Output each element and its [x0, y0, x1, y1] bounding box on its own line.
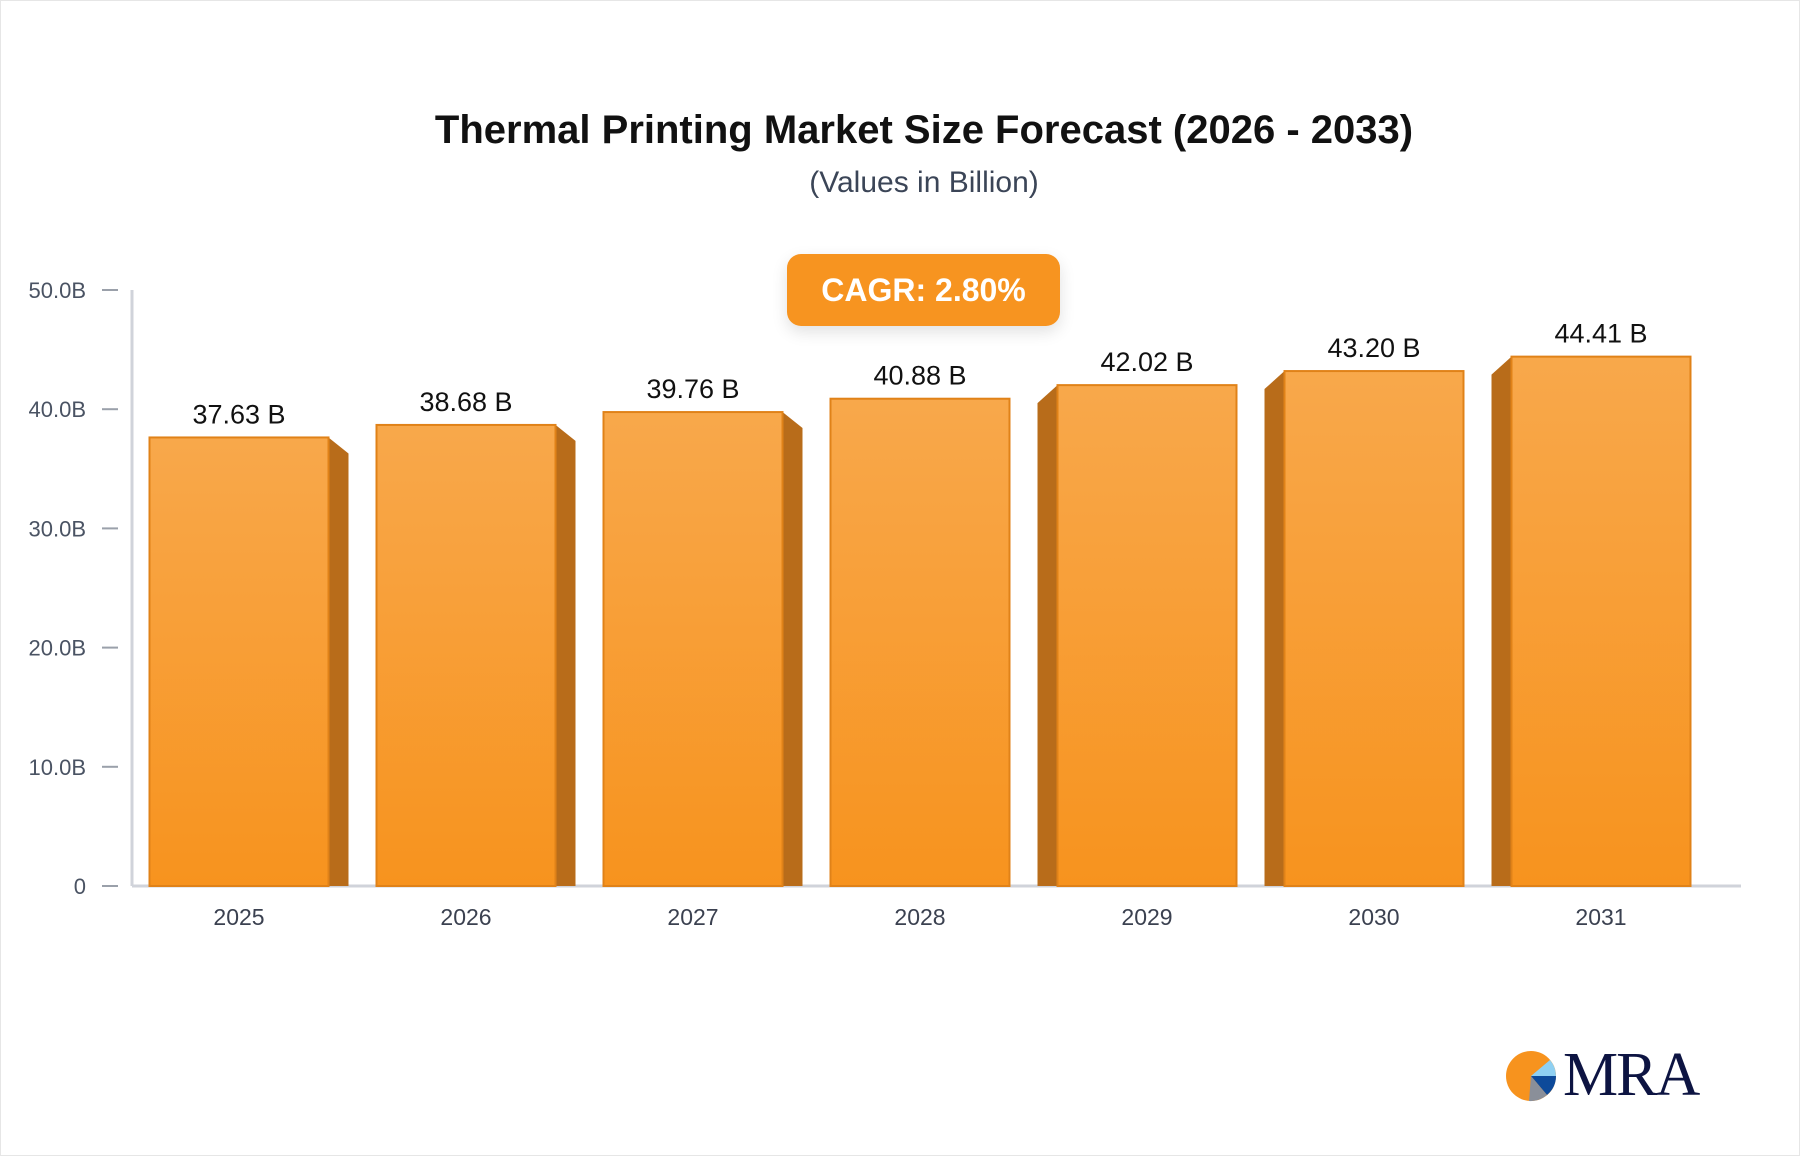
bar-side-face: [328, 437, 349, 886]
chart-subtitle: (Values in Billion): [809, 166, 1039, 199]
bar-side-face: [555, 424, 576, 886]
bar: [1056, 384, 1238, 887]
data-label: 42.02 B: [1100, 347, 1193, 377]
data-label: 44.41 B: [1554, 319, 1647, 349]
bar: [1283, 370, 1465, 887]
pie-logo-icon: [1506, 1050, 1556, 1101]
mra-logo: MRA: [1505, 1040, 1700, 1111]
chart-title: Thermal Printing Market Size Forecast (2…: [434, 108, 1414, 152]
y-tick-label: 40.0B: [29, 397, 87, 422]
x-tick-label: 2028: [894, 904, 945, 930]
y-tick-label: 50.0B: [29, 278, 87, 303]
data-label: 43.20 B: [1327, 333, 1420, 363]
data-label: 38.68 B: [419, 387, 512, 417]
x-tick-label: 2027: [667, 904, 718, 930]
bar: [829, 397, 1011, 887]
x-tick-label: 2030: [1348, 904, 1399, 930]
x-tick-label: 2025: [213, 904, 264, 930]
data-label: 37.63 B: [192, 399, 285, 429]
cagr-badge: CAGR: 2.80%: [787, 254, 1060, 326]
bar-side-face: [1264, 371, 1285, 886]
x-tick-label: 2031: [1575, 904, 1626, 930]
y-tick-label: 20.0B: [29, 636, 87, 661]
x-tick-label: 2029: [1121, 904, 1172, 930]
x-tick-label: 2026: [440, 904, 491, 930]
bar-side-face: [1037, 385, 1058, 886]
bar-side-face: [782, 412, 803, 886]
y-tick-label: 30.0B: [29, 516, 87, 541]
bar: [602, 411, 784, 887]
data-label: 40.88 B: [873, 361, 966, 391]
data-label: 39.76 B: [646, 374, 739, 404]
bar: [148, 436, 330, 887]
logo-text: MRA: [1563, 1041, 1700, 1109]
y-tick-label: 0: [74, 874, 86, 899]
y-tick-label: 10.0B: [29, 755, 87, 780]
bar-side-face: [1491, 356, 1512, 886]
bar: [1510, 355, 1692, 887]
bar: [375, 423, 557, 887]
